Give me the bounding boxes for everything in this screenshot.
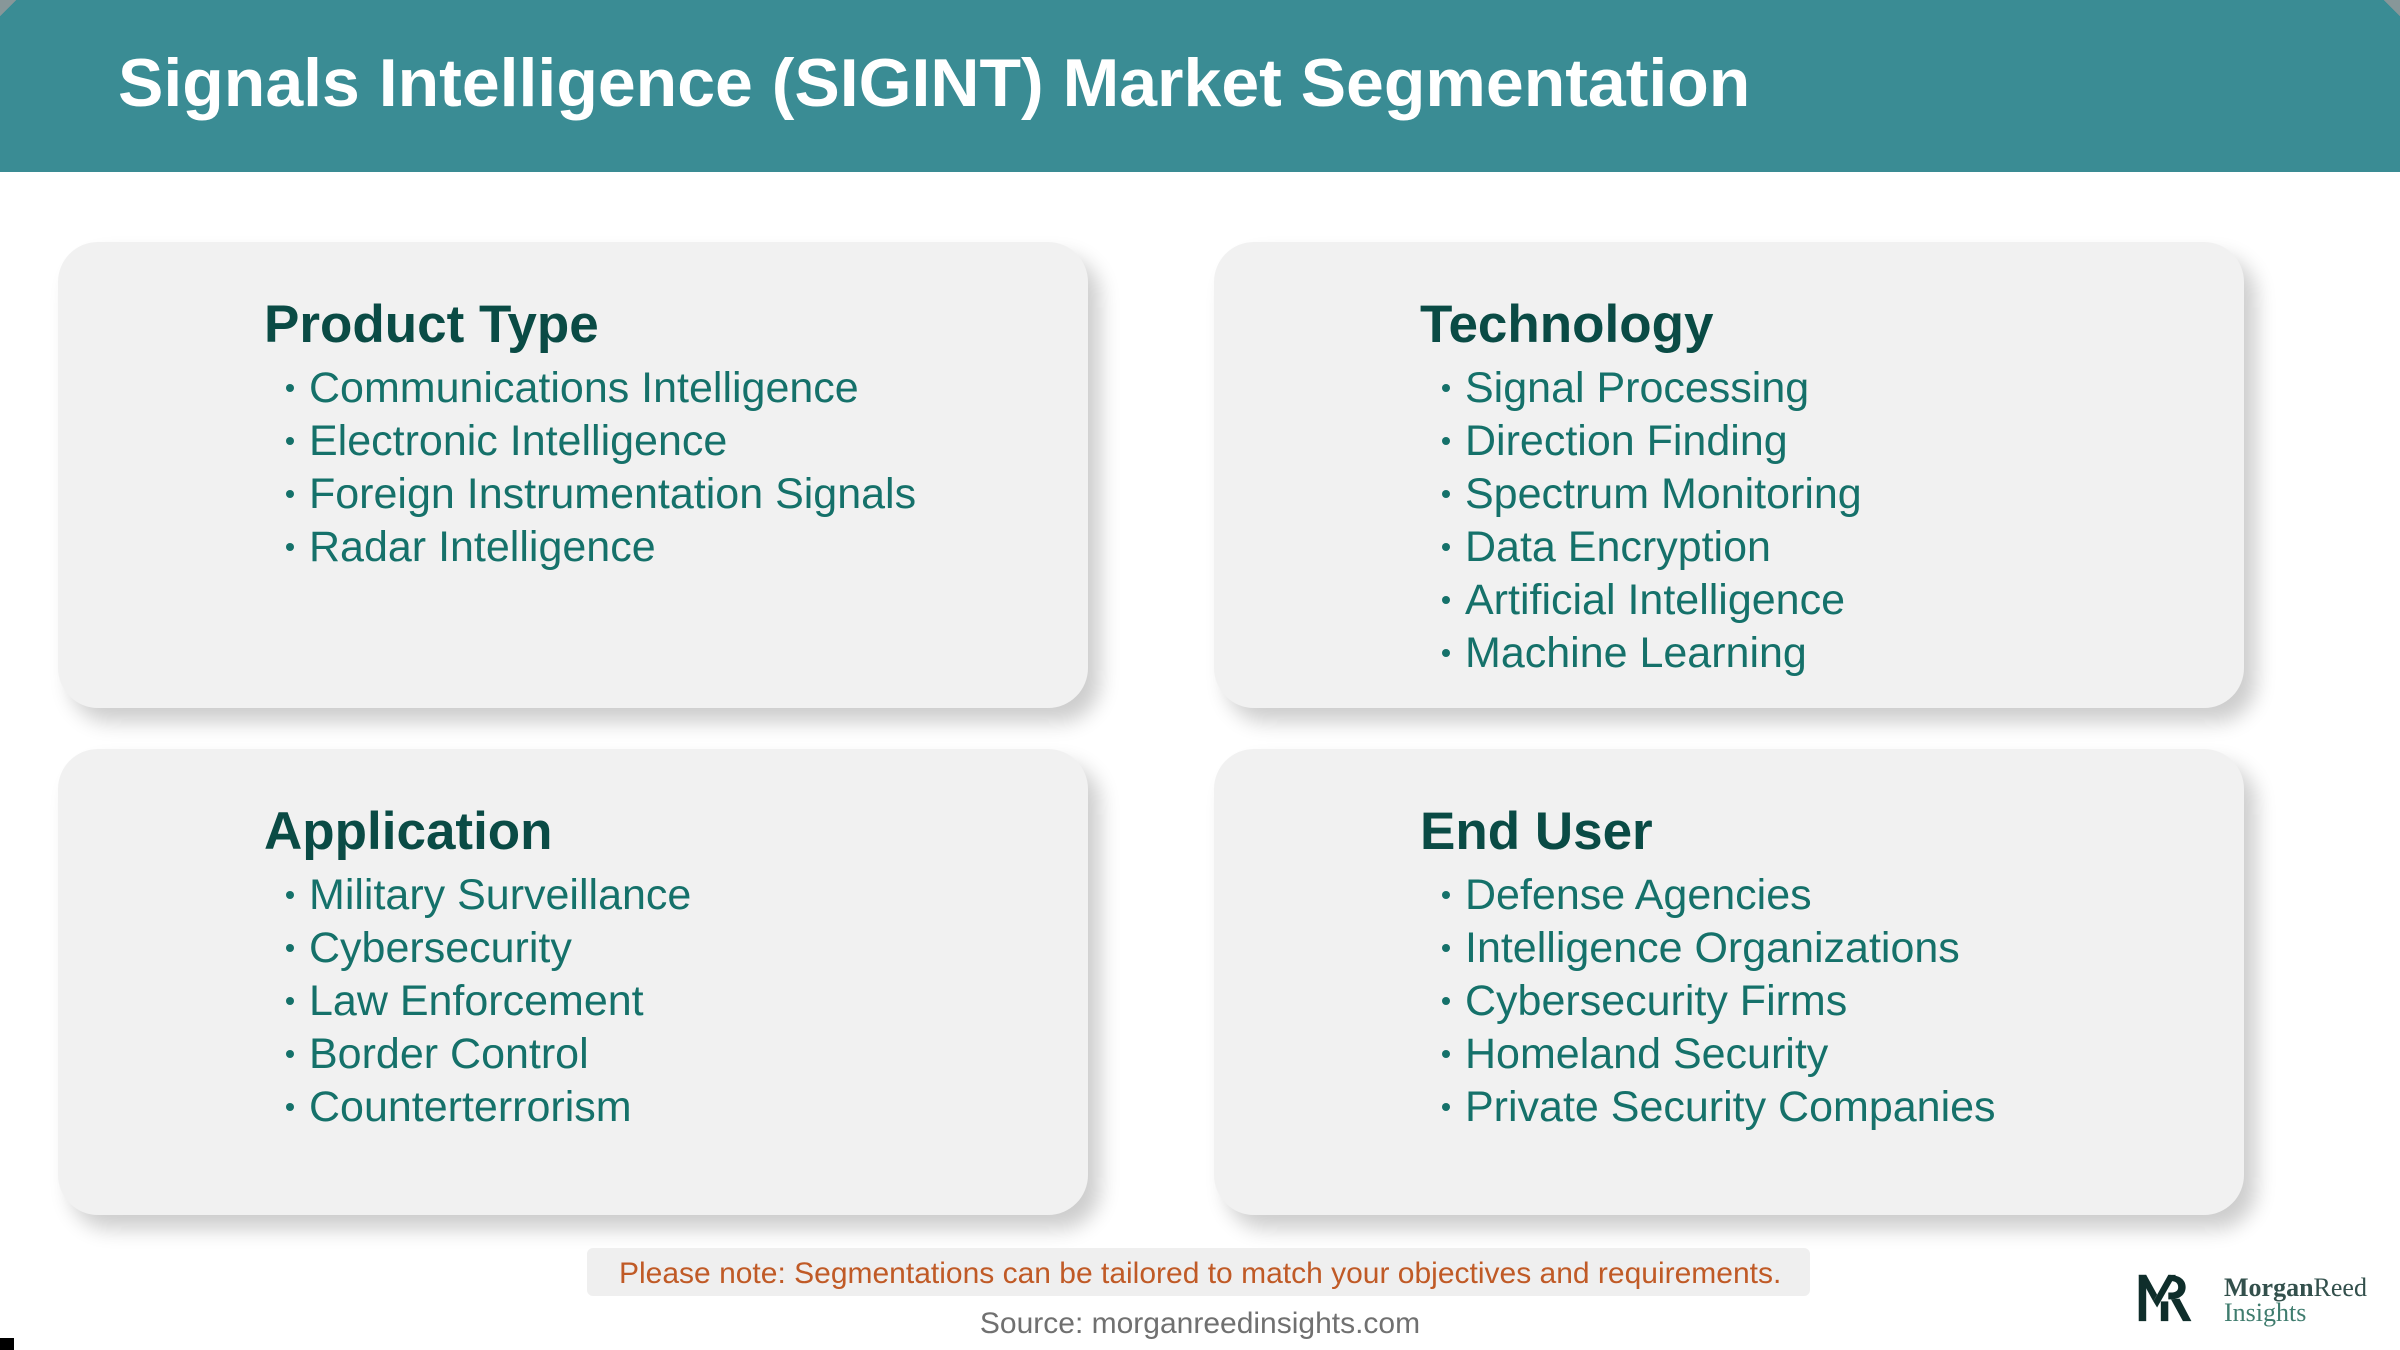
svg-text:Insights: Insights bbox=[2224, 1298, 2306, 1327]
